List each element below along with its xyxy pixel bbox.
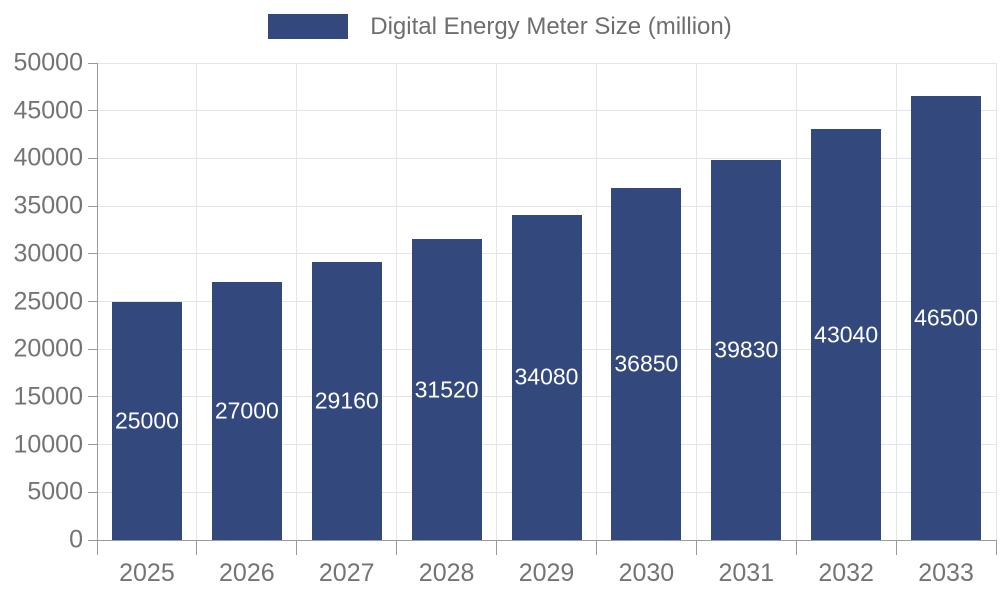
x-axis-tick (496, 540, 498, 555)
y-axis-label: 20000 (13, 334, 83, 363)
gridline-vertical (595, 63, 597, 540)
bar-value-label: 43040 (814, 321, 879, 348)
x-axis-tick (595, 540, 597, 555)
bar-value-label: 39830 (714, 336, 779, 363)
y-axis-label: 35000 (13, 191, 83, 220)
y-axis-label: 50000 (13, 48, 83, 77)
x-axis-tick (895, 540, 897, 555)
bar-2026 (211, 282, 282, 540)
y-axis-tick (88, 110, 97, 112)
x-axis-label: 2033 (918, 559, 974, 587)
legend-swatch (268, 14, 349, 39)
bar-2032 (811, 129, 882, 540)
bar-2025 (111, 301, 182, 540)
y-axis-label: 30000 (13, 239, 83, 268)
bar-2031 (711, 160, 782, 540)
legend-label: Digital Energy Meter Size (million) (370, 12, 732, 40)
x-axis-label: 2025 (119, 559, 175, 587)
x-axis-tick (196, 540, 198, 555)
y-axis-label: 25000 (13, 287, 83, 315)
y-axis-tick (88, 157, 97, 159)
legend: Digital Energy Meter Size (million) (0, 14, 1000, 39)
gridline-vertical (296, 63, 298, 540)
bar-value-label: 36850 (614, 350, 679, 377)
y-axis-tick (88, 348, 97, 350)
x-axis-label: 2028 (418, 559, 475, 587)
bar-2029 (511, 214, 582, 540)
y-axis-label: 45000 (13, 96, 83, 125)
y-axis-tick (88, 491, 97, 493)
y-axis-label: 0 (69, 525, 83, 554)
gridline-vertical (496, 63, 498, 540)
x-axis-label: 2031 (718, 559, 775, 587)
bar-value-label: 29160 (314, 387, 379, 414)
y-axis-label: 5000 (27, 477, 83, 506)
bar-value-label: 34080 (514, 363, 579, 390)
x-axis-label: 2029 (518, 559, 575, 587)
gridline-vertical (795, 63, 797, 540)
y-axis-line (96, 63, 98, 540)
y-axis-tick (88, 253, 97, 255)
bar-value-label: 46500 (914, 304, 979, 331)
y-axis-tick (88, 396, 97, 398)
x-axis-tick (296, 540, 298, 555)
gridline-vertical (695, 63, 697, 540)
gridline-horizontal (97, 110, 996, 112)
y-axis-tick (88, 539, 97, 541)
x-axis-tick (995, 540, 997, 555)
y-axis-tick (88, 301, 97, 302)
gridline-vertical (895, 63, 897, 540)
x-axis-tick (396, 540, 398, 555)
bar-2027 (311, 261, 382, 540)
x-axis-tick (695, 540, 697, 555)
y-axis-tick (88, 205, 97, 207)
bar-value-label: 27000 (214, 397, 279, 424)
y-axis-label: 40000 (13, 143, 83, 172)
x-axis-tick (96, 540, 98, 555)
y-axis-label: 10000 (13, 430, 83, 459)
y-axis-tick (88, 444, 97, 446)
y-axis-tick (88, 62, 97, 64)
x-axis-tick (795, 540, 797, 555)
bar-2028 (411, 239, 482, 540)
x-axis-label: 2026 (219, 559, 275, 587)
x-axis-line (97, 539, 996, 541)
gridline-horizontal (97, 157, 996, 159)
gridline-vertical (196, 63, 198, 540)
gridline-vertical (995, 63, 997, 540)
bar-value-label: 25000 (114, 407, 179, 434)
bar-2033 (911, 96, 982, 540)
y-axis-label: 15000 (13, 382, 83, 411)
x-axis-label: 2030 (618, 559, 675, 587)
gridline-horizontal (97, 205, 996, 207)
bar-value-label: 31520 (414, 376, 479, 403)
x-axis-label: 2027 (318, 559, 375, 587)
gridline-vertical (396, 63, 398, 540)
x-axis-label: 2032 (818, 559, 874, 587)
gridline-horizontal (97, 62, 996, 64)
bar-2030 (611, 188, 682, 540)
